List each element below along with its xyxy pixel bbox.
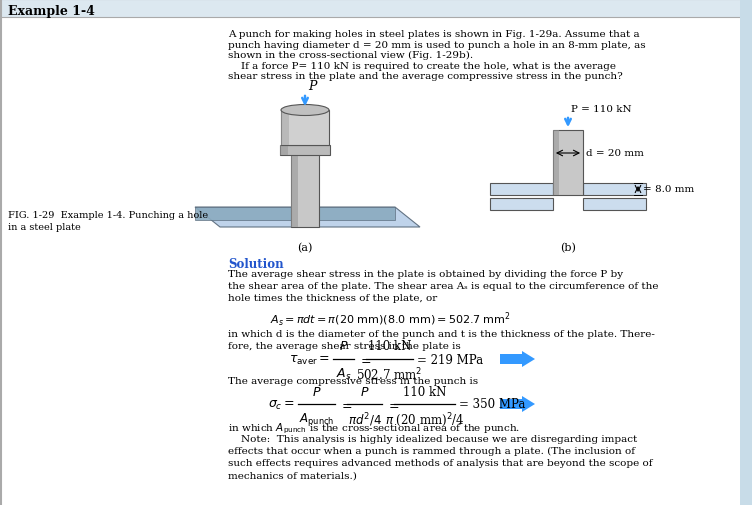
Text: 110 kN: 110 kN <box>368 340 411 353</box>
Bar <box>490 198 553 211</box>
Bar <box>553 131 559 195</box>
Bar <box>291 153 319 228</box>
Text: in which d is the diameter of the punch and t is the thickness of the plate. The: in which d is the diameter of the punch … <box>228 329 655 350</box>
Text: $=$: $=$ <box>358 353 371 366</box>
Text: (a): (a) <box>297 242 313 253</box>
Text: $A_s = \pi dt = \pi(20\ \mathrm{mm})(8.0\ \mathrm{mm}) = 502.7\ \mathrm{mm}^2$: $A_s = \pi dt = \pi(20\ \mathrm{mm})(8.0… <box>270 311 511 329</box>
Bar <box>740 0 752 505</box>
Bar <box>553 131 583 195</box>
Text: $=$: $=$ <box>386 398 399 411</box>
Text: Example 1-4: Example 1-4 <box>8 5 95 18</box>
Bar <box>281 111 329 146</box>
Bar <box>280 146 288 156</box>
Text: shear stress in the plate and the average compressive stress in the punch?: shear stress in the plate and the averag… <box>228 72 623 81</box>
Bar <box>0 0 752 18</box>
Text: $P$: $P$ <box>312 385 321 398</box>
Text: Solution: Solution <box>228 258 284 271</box>
Text: = 8.0 mm: = 8.0 mm <box>643 185 694 194</box>
Bar <box>500 355 522 364</box>
Text: The average shear stress in the plate is obtained by dividing the force P by
the: The average shear stress in the plate is… <box>228 270 659 302</box>
Bar <box>583 198 646 211</box>
Text: P = 110 kN: P = 110 kN <box>571 105 632 114</box>
Text: shown in the cross-sectional view (Fig. 1-29b).: shown in the cross-sectional view (Fig. … <box>228 51 473 60</box>
Text: = 219 MPa: = 219 MPa <box>417 353 483 366</box>
Polygon shape <box>195 208 395 221</box>
Text: in which $A_\mathrm{punch}$ is the cross-sectional area of the punch.: in which $A_\mathrm{punch}$ is the cross… <box>228 421 520 435</box>
Text: 502.7 mm$^2$: 502.7 mm$^2$ <box>356 366 423 382</box>
Ellipse shape <box>281 105 329 116</box>
Text: $A_\mathrm{punch}$: $A_\mathrm{punch}$ <box>299 411 334 428</box>
Text: FIG. 1-29  Example 1-4. Punching a hole
in a steel plate: FIG. 1-29 Example 1-4. Punching a hole i… <box>8 211 208 232</box>
Text: 110 kN: 110 kN <box>403 385 446 398</box>
Text: A punch for making holes in steel plates is shown in Fig. 1-29a. Assume that a: A punch for making holes in steel plates… <box>228 30 640 39</box>
Bar <box>280 146 330 156</box>
Text: d = 20 mm: d = 20 mm <box>586 149 644 158</box>
Polygon shape <box>522 351 535 367</box>
Text: The average compressive stress in the punch is: The average compressive stress in the pu… <box>228 376 478 385</box>
Text: (b): (b) <box>560 242 576 253</box>
Text: $\pi$ (20 mm)$^2$/4: $\pi$ (20 mm)$^2$/4 <box>385 411 464 428</box>
Polygon shape <box>195 208 420 228</box>
Bar <box>500 399 522 409</box>
Text: $\tau_\mathrm{aver}=$: $\tau_\mathrm{aver}=$ <box>289 353 330 366</box>
Text: Note:  This analysis is highly idealized because we are disregarding impact
effe: Note: This analysis is highly idealized … <box>228 434 653 480</box>
Text: $P$: $P$ <box>338 340 348 353</box>
Text: $P$: $P$ <box>359 385 369 398</box>
Bar <box>281 111 289 146</box>
Bar <box>583 184 646 195</box>
Bar <box>490 184 553 195</box>
Text: $\pi d^2/4$: $\pi d^2/4$ <box>347 411 381 428</box>
Text: $=$: $=$ <box>339 398 353 411</box>
Text: P: P <box>308 80 317 93</box>
Text: punch having diameter d = 20 mm is used to punch a hole in an 8-mm plate, as: punch having diameter d = 20 mm is used … <box>228 40 646 49</box>
Text: If a force P= 110 kN is required to create the hole, what is the average: If a force P= 110 kN is required to crea… <box>228 62 616 70</box>
Text: $A_s$: $A_s$ <box>335 366 351 381</box>
Polygon shape <box>522 396 535 412</box>
Text: $\sigma_c=$: $\sigma_c=$ <box>268 397 295 411</box>
Bar <box>291 153 298 228</box>
Text: = 350 MPa: = 350 MPa <box>459 398 526 411</box>
